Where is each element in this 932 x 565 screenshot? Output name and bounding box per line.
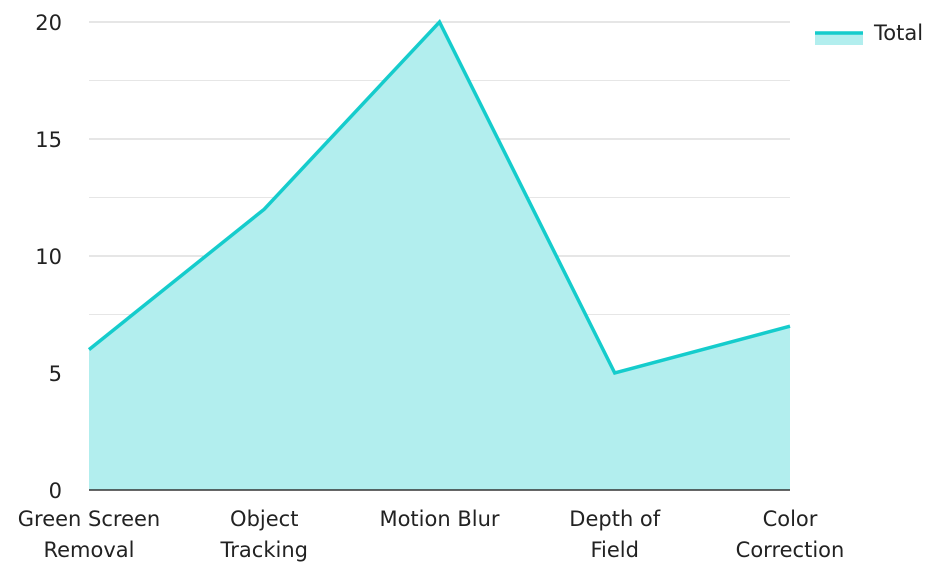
x-category-label-line: Object xyxy=(230,507,298,531)
x-category-label: Color Correction xyxy=(736,507,845,562)
legend-swatch-fill xyxy=(815,33,863,45)
y-tick-label: 20 xyxy=(35,11,62,35)
x-category-label: Motion Blur xyxy=(379,507,499,531)
x-category-label: Depth of Field xyxy=(569,507,660,562)
x-category-label-line: Correction xyxy=(736,538,845,562)
y-axis-ticks: 0 5 10 15 20 xyxy=(35,11,62,503)
y-tick-label: 0 xyxy=(49,479,62,503)
x-category-label-line: Depth of xyxy=(569,507,660,531)
x-category-label: Green Screen Removal xyxy=(18,507,160,562)
y-tick-label: 15 xyxy=(35,128,62,152)
y-tick-label: 10 xyxy=(35,245,62,269)
x-category-label-line: Motion Blur xyxy=(379,507,499,531)
legend[interactable]: Total xyxy=(815,21,923,45)
legend-label-total: Total xyxy=(873,21,923,45)
x-category-label-line: Field xyxy=(591,538,639,562)
x-category-label-line: Color xyxy=(763,507,818,531)
series-line-total xyxy=(87,18,791,376)
x-axis-labels: Green Screen Removal Object Tracking Motion … xyxy=(18,507,845,562)
x-category-label-line: Removal xyxy=(43,538,134,562)
x-category-label-line: Tracking xyxy=(220,538,308,562)
x-category-label-line: Green Screen xyxy=(18,507,160,531)
x-category-label: Object Tracking xyxy=(220,507,308,562)
y-tick-label: 5 xyxy=(49,362,62,386)
